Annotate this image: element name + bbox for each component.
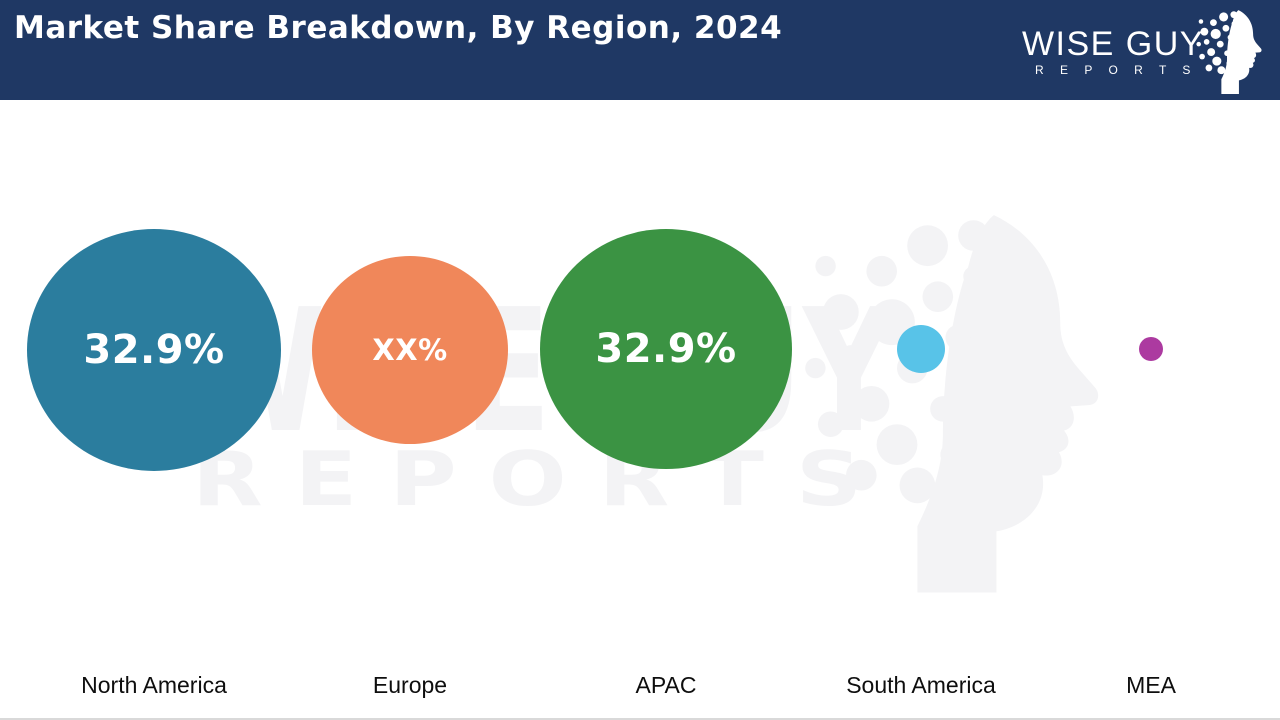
bubble-value-north-america: 32.9% bbox=[83, 327, 225, 373]
bubble-north-america: 32.9% bbox=[27, 229, 281, 471]
category-label-north-america: North America bbox=[81, 672, 227, 698]
page-title: Market Share Breakdown, By Region, 2024 bbox=[14, 10, 783, 46]
wiseguy-logo: WISE GUY R E P O R T S bbox=[1022, 7, 1268, 95]
watermark-subtext: R E P O R T S bbox=[192, 435, 862, 523]
logo-wordmark: WISE GUY bbox=[1021, 24, 1204, 63]
logo-text: WISE GUY R E P O R T S bbox=[1022, 27, 1204, 76]
chart-area: WISE GUY R E P O R T S 32.9% XX% bbox=[0, 100, 1280, 718]
category-label-south-america: South America bbox=[846, 672, 996, 698]
category-label-europe: Europe bbox=[372, 672, 448, 698]
head-profile-icon bbox=[1196, 9, 1262, 94]
bubble-europe: XX% bbox=[312, 256, 508, 444]
category-label-apac: APAC bbox=[635, 672, 697, 698]
bubble-south-america bbox=[897, 325, 945, 373]
category-label-mea: MEA bbox=[1126, 672, 1176, 698]
logo-subtext: R E P O R T S bbox=[1035, 62, 1197, 77]
bubble-mea bbox=[1139, 337, 1163, 361]
bubble-apac: 32.9% bbox=[540, 229, 792, 469]
header: Market Share Breakdown, By Region, 2024 … bbox=[0, 0, 1280, 100]
bubble-value-apac: 32.9% bbox=[595, 326, 737, 372]
bubble-value-europe: XX% bbox=[372, 333, 448, 367]
